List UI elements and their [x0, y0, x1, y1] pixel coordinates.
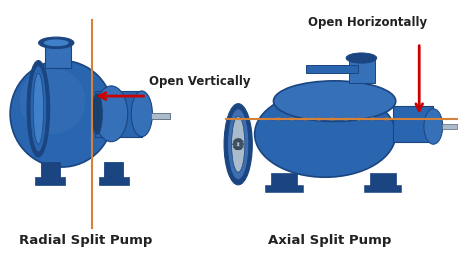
Ellipse shape	[273, 82, 396, 122]
Text: Open Horizontally: Open Horizontally	[308, 15, 427, 28]
Ellipse shape	[228, 109, 249, 180]
Ellipse shape	[19, 69, 85, 135]
Bar	[104, 162, 123, 180]
Ellipse shape	[232, 117, 245, 172]
Text: Axial Split Pump: Axial Split Pump	[268, 233, 392, 246]
Text: Radial Split Pump: Radial Split Pump	[18, 233, 152, 246]
Circle shape	[233, 141, 238, 143]
Ellipse shape	[95, 87, 128, 142]
Bar	[41, 162, 60, 180]
Circle shape	[233, 146, 238, 149]
Ellipse shape	[43, 40, 69, 47]
Bar	[265, 186, 302, 193]
Circle shape	[232, 144, 237, 146]
Ellipse shape	[346, 54, 377, 64]
Ellipse shape	[255, 92, 396, 178]
Circle shape	[288, 118, 295, 121]
Bar	[35, 178, 65, 185]
Circle shape	[275, 118, 282, 121]
Ellipse shape	[131, 92, 152, 137]
Circle shape	[356, 118, 363, 121]
Circle shape	[315, 118, 322, 121]
Circle shape	[239, 144, 244, 146]
Ellipse shape	[10, 61, 114, 167]
Bar	[306, 66, 358, 74]
Text: Open Vertically: Open Vertically	[149, 75, 250, 88]
Bar	[442, 124, 457, 130]
Circle shape	[329, 118, 336, 121]
Circle shape	[237, 148, 242, 150]
Ellipse shape	[27, 61, 50, 157]
Bar	[364, 186, 401, 193]
Ellipse shape	[38, 38, 74, 49]
Bar	[46, 46, 71, 69]
Ellipse shape	[30, 66, 46, 152]
Circle shape	[238, 146, 243, 149]
Circle shape	[238, 141, 243, 143]
Circle shape	[343, 118, 349, 121]
Circle shape	[370, 118, 376, 121]
Bar	[99, 178, 129, 185]
Circle shape	[235, 139, 239, 142]
Circle shape	[237, 139, 242, 142]
Bar	[393, 107, 433, 142]
Circle shape	[235, 148, 239, 150]
Bar	[271, 174, 297, 188]
Bar	[95, 92, 142, 137]
Circle shape	[302, 118, 309, 121]
Ellipse shape	[424, 109, 443, 145]
Ellipse shape	[224, 104, 252, 185]
Bar	[349, 59, 374, 84]
Ellipse shape	[92, 94, 102, 135]
Circle shape	[383, 118, 390, 121]
Bar	[370, 174, 396, 188]
Ellipse shape	[33, 74, 44, 145]
Bar	[151, 114, 170, 120]
